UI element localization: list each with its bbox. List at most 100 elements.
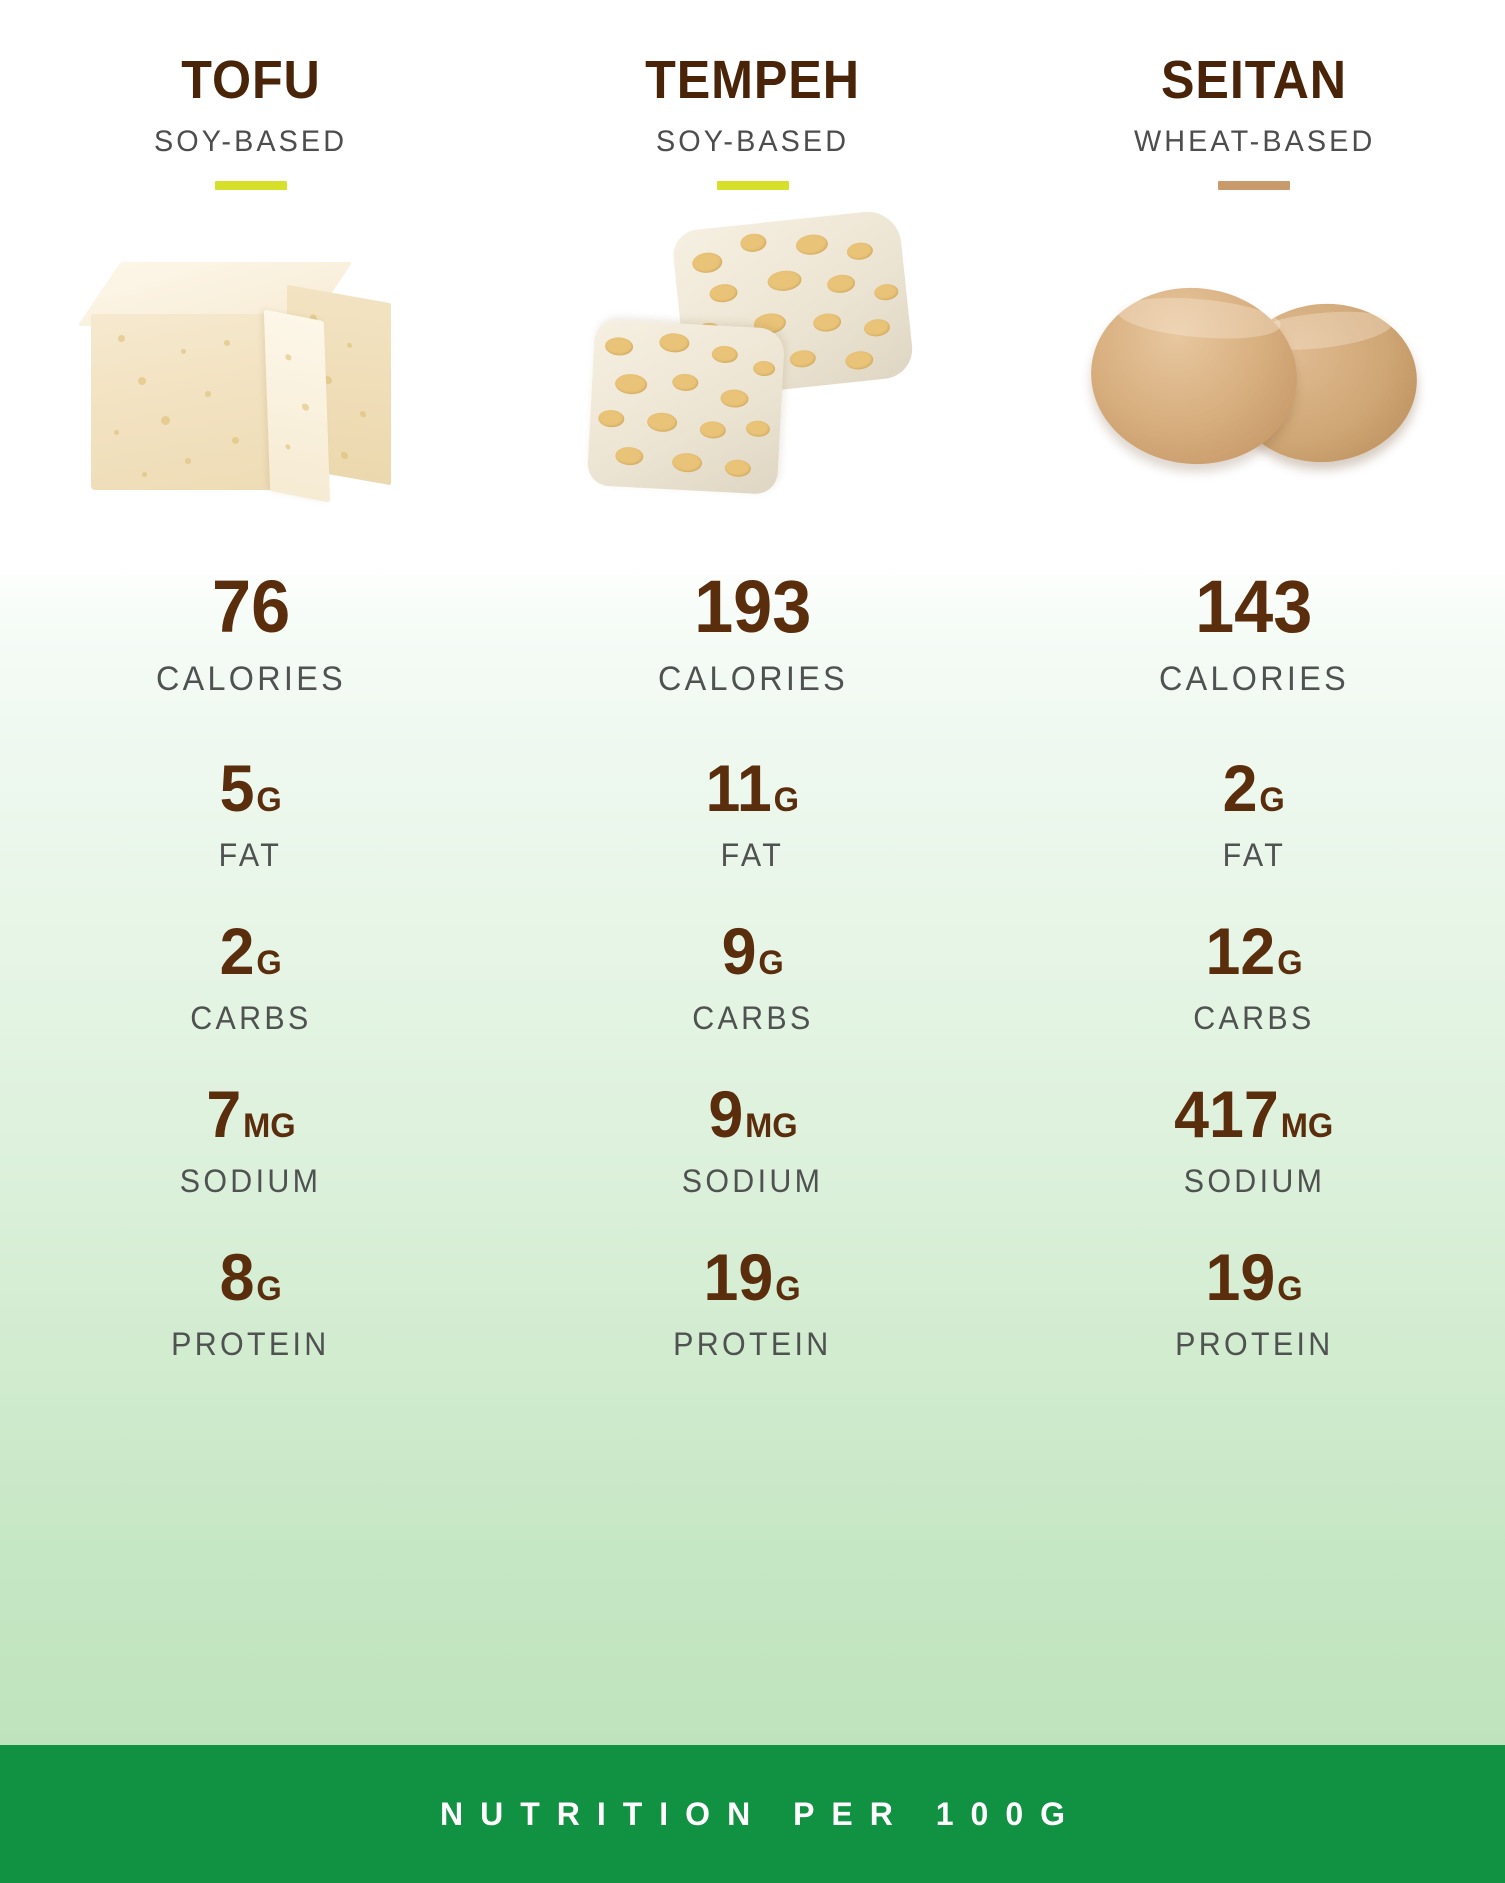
stat-value: 5 G bbox=[220, 755, 282, 821]
image-column-seitan bbox=[1003, 214, 1505, 514]
stat-number: 9 bbox=[707, 1076, 743, 1151]
stat-label: CALORIES bbox=[657, 659, 848, 698]
stat-unit: MG bbox=[744, 1106, 798, 1145]
stat-number: 2 bbox=[219, 913, 255, 988]
stat-unit: MG bbox=[242, 1106, 296, 1145]
stat-number: 76 bbox=[211, 564, 290, 648]
stat-cell: 417 MG SODIUM bbox=[1003, 1081, 1505, 1200]
tofu-block-image bbox=[77, 258, 411, 503]
accent-bar bbox=[716, 180, 789, 190]
stat-label: PROTEIN bbox=[1174, 1325, 1334, 1362]
header-column-tempeh: TEMPEH SOY-BASED bbox=[502, 52, 1004, 190]
stat-number: 19 bbox=[1205, 1239, 1276, 1314]
stat-unit: G bbox=[256, 1269, 282, 1308]
stat-number: 2 bbox=[1223, 750, 1258, 825]
stat-cell: 9 G CARBS bbox=[502, 918, 1004, 1037]
stat-label: CARBS bbox=[190, 999, 312, 1036]
header-row: TOFU SOY-BASED TEMPEH SOY-BASED SEITAN W… bbox=[0, 0, 1505, 190]
stat-number: 11 bbox=[705, 750, 773, 825]
stat-cell: 19 G PROTEIN bbox=[502, 1244, 1004, 1363]
stat-row-calories: 76 CALORIES 193 CALORIES 143 CALORIES bbox=[0, 564, 1505, 699]
stat-cell: 193 CALORIES bbox=[502, 564, 1004, 699]
food-title: TOFU bbox=[181, 50, 321, 110]
footer-banner: NUTRITION PER 100G bbox=[0, 1745, 1505, 1883]
tofu-slab-piece bbox=[263, 309, 330, 503]
food-subtitle: WHEAT-BASED bbox=[1133, 124, 1375, 158]
stat-value: 7 MG bbox=[206, 1081, 295, 1147]
image-column-tofu bbox=[0, 214, 502, 514]
stat-unit: G bbox=[758, 943, 784, 982]
stat-unit: MG bbox=[1281, 1106, 1334, 1145]
stat-cell: 143 CALORIES bbox=[1003, 564, 1505, 699]
stat-label: PROTEIN bbox=[171, 1325, 331, 1362]
tempeh-block-front bbox=[586, 318, 785, 495]
stat-label: SODIUM bbox=[681, 1162, 824, 1199]
stat-value: 11 G bbox=[706, 755, 800, 821]
stat-cell: 2 G FAT bbox=[1003, 755, 1505, 874]
food-subtitle: SOY-BASED bbox=[154, 124, 348, 158]
stat-label: FAT bbox=[720, 836, 785, 873]
stat-number: 9 bbox=[721, 913, 757, 988]
stat-value: 143 bbox=[1195, 564, 1313, 648]
header-column-tofu: TOFU SOY-BASED bbox=[0, 52, 502, 190]
stat-row-fat: 5 G FAT 11 G FAT 2 G FAT bbox=[0, 755, 1505, 874]
stat-cell: 5 G FAT bbox=[0, 755, 502, 874]
stat-label: CALORIES bbox=[155, 659, 346, 698]
stat-cell: 76 CALORIES bbox=[0, 564, 502, 699]
stat-row-protein: 8 G PROTEIN 19 G PROTEIN 19 G PROTEIN bbox=[0, 1244, 1505, 1363]
stat-label: PROTEIN bbox=[673, 1325, 832, 1362]
stat-value: 9 MG bbox=[708, 1081, 797, 1147]
seitan-patties-image bbox=[1083, 270, 1425, 490]
stat-label: CARBS bbox=[691, 999, 814, 1036]
stat-value: 9 G bbox=[721, 918, 783, 984]
stat-value: 8 G bbox=[220, 1244, 282, 1310]
stat-unit: G bbox=[775, 1269, 802, 1308]
stat-value: 2 G bbox=[220, 918, 282, 984]
stat-number: 193 bbox=[693, 564, 812, 648]
accent-bar bbox=[214, 180, 287, 190]
stat-unit: G bbox=[773, 780, 800, 819]
stat-number: 143 bbox=[1195, 564, 1313, 648]
stat-cell: 8 G PROTEIN bbox=[0, 1244, 502, 1363]
tofu-front-face bbox=[90, 313, 287, 490]
food-image-row bbox=[0, 208, 1505, 514]
footer-text: NUTRITION PER 100G bbox=[439, 1795, 1083, 1832]
food-title: TEMPEH bbox=[645, 50, 860, 110]
stat-cell: 9 MG SODIUM bbox=[502, 1081, 1004, 1200]
stat-unit: G bbox=[256, 943, 282, 982]
stat-number: 417 bbox=[1174, 1076, 1280, 1151]
stat-cell: 11 G FAT bbox=[502, 755, 1004, 874]
stat-label: CARBS bbox=[1193, 999, 1315, 1036]
nutrition-stats: 76 CALORIES 193 CALORIES 143 CALORIES 5 bbox=[0, 564, 1505, 1745]
stat-value: 19 G bbox=[704, 1244, 801, 1310]
stat-number: 8 bbox=[219, 1239, 255, 1314]
tempeh-blocks-image bbox=[583, 208, 923, 500]
header-column-seitan: SEITAN WHEAT-BASED bbox=[1003, 52, 1505, 190]
stat-row-sodium: 7 MG SODIUM 9 MG SODIUM 417 MG SODIUM bbox=[0, 1081, 1505, 1200]
stat-label: SODIUM bbox=[1183, 1162, 1325, 1199]
accent-bar bbox=[1218, 180, 1291, 190]
stat-cell: 7 MG SODIUM bbox=[0, 1081, 502, 1200]
stat-unit: G bbox=[1277, 1269, 1303, 1308]
stat-value: 19 G bbox=[1206, 1244, 1303, 1310]
stat-cell: 2 G CARBS bbox=[0, 918, 502, 1037]
stat-label: CALORIES bbox=[1159, 659, 1350, 698]
stat-label: SODIUM bbox=[180, 1162, 322, 1199]
stat-value: 193 bbox=[693, 564, 812, 648]
food-subtitle: SOY-BASED bbox=[655, 124, 850, 158]
stat-unit: G bbox=[1277, 943, 1303, 982]
stat-row-carbs: 2 G CARBS 9 G CARBS 12 G CARBS bbox=[0, 918, 1505, 1037]
stat-label: FAT bbox=[219, 836, 283, 873]
stat-label: FAT bbox=[1222, 836, 1286, 873]
stat-number: 12 bbox=[1205, 913, 1276, 988]
stat-unit: G bbox=[256, 780, 282, 819]
stat-cell: 19 G PROTEIN bbox=[1003, 1244, 1505, 1363]
food-title: SEITAN bbox=[1161, 50, 1348, 110]
stat-value: 417 MG bbox=[1175, 1081, 1334, 1147]
stat-unit: G bbox=[1259, 780, 1286, 819]
stat-value: 76 bbox=[211, 564, 290, 648]
stat-value: 12 G bbox=[1206, 918, 1303, 984]
stat-number: 5 bbox=[219, 750, 255, 825]
stat-cell: 12 G CARBS bbox=[1003, 918, 1505, 1037]
